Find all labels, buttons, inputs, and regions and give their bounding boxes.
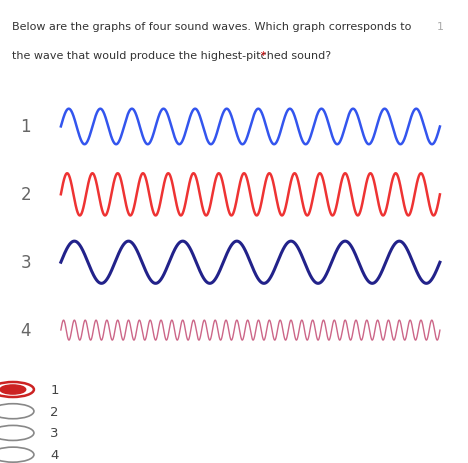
Text: *: * xyxy=(257,51,266,61)
Text: 4: 4 xyxy=(21,321,31,339)
Text: 3: 3 xyxy=(51,426,59,439)
Text: 3: 3 xyxy=(21,254,31,272)
Text: 4: 4 xyxy=(51,448,58,461)
Text: 2: 2 xyxy=(51,405,59,418)
Text: Below are the graphs of four sound waves. Which graph corresponds to: Below are the graphs of four sound waves… xyxy=(12,22,412,32)
Text: 1: 1 xyxy=(51,383,59,396)
Text: 1: 1 xyxy=(21,118,31,136)
Text: 2: 2 xyxy=(21,186,31,204)
Text: the wave that would produce the highest-pitched sound?: the wave that would produce the highest-… xyxy=(12,51,331,61)
Text: 1: 1 xyxy=(437,22,443,32)
Circle shape xyxy=(0,385,26,394)
